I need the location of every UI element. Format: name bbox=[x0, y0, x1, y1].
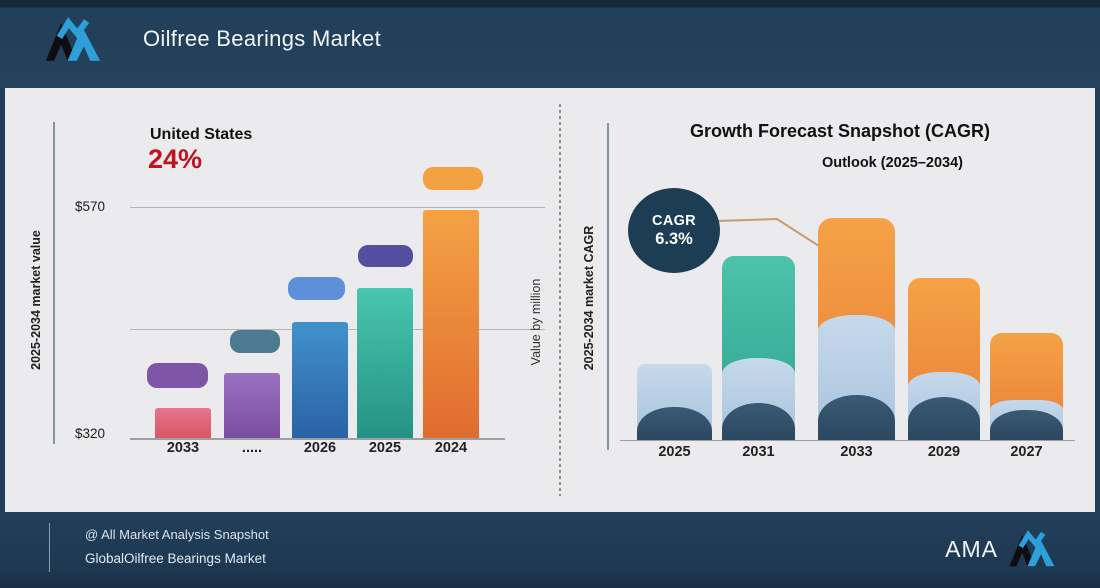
ama-logo-icon bbox=[45, 17, 101, 61]
left-bar-cap-2024 bbox=[423, 167, 483, 190]
right-xlabel-2027: 2027 bbox=[1010, 444, 1043, 460]
charts-panel: 2025-2034 market value United States 24%… bbox=[5, 88, 1095, 512]
right-bar-2033-seg2 bbox=[818, 395, 895, 440]
right-xlabel-2025: 2025 bbox=[658, 444, 691, 460]
value-by-million-label: Value by million bbox=[529, 278, 543, 366]
footer-line2: GlobalOilfree Bearings Market bbox=[85, 551, 266, 566]
footer-brand-text: AMA bbox=[945, 535, 998, 562]
cagr-badge: CAGR 6.3% bbox=[628, 188, 720, 273]
left-xlabel-2024: 2024 bbox=[434, 440, 468, 456]
left-xlabel-.....: ..... bbox=[241, 440, 263, 456]
left-bar-2026 bbox=[292, 322, 348, 438]
right-y-axis-line bbox=[607, 123, 609, 450]
left-x-axis-line bbox=[130, 438, 505, 440]
right-bar-2029-seg2 bbox=[908, 397, 980, 440]
ytick-570: $570 bbox=[74, 199, 105, 214]
footer-line1: @ All Market Analysis Snapshot bbox=[85, 527, 269, 542]
left-chart-country-label: United States bbox=[150, 126, 253, 143]
left-y-axis-title: 2025-2034 market value bbox=[29, 230, 43, 370]
left-xlabel-2033: 2033 bbox=[166, 440, 200, 456]
left-bar-2033 bbox=[155, 408, 211, 438]
right-x-axis-line bbox=[620, 440, 1075, 441]
cagr-badge-value: 6.3% bbox=[655, 229, 693, 248]
right-y-axis-title: 2025-2034 market CAGR bbox=[582, 225, 596, 371]
right-bar-2031-seg2 bbox=[722, 403, 795, 440]
left-bar-cap-2033 bbox=[147, 363, 208, 388]
cagr-badge-label: CAGR bbox=[652, 212, 696, 229]
left-chart-percent-value: 24% bbox=[148, 144, 203, 174]
left-bar-cap-..... bbox=[230, 330, 280, 353]
left-bar-cap-2026 bbox=[288, 277, 345, 300]
right-chart-title: Growth Forecast Snapshot (CAGR) bbox=[689, 121, 990, 141]
right-xlabel-2029: 2029 bbox=[927, 444, 961, 460]
left-xlabel-2026: 2026 bbox=[303, 440, 337, 456]
left-bar-2024 bbox=[423, 210, 479, 438]
footer-divider bbox=[49, 523, 50, 572]
right-xlabel-2031: 2031 bbox=[742, 444, 775, 460]
footer-ama-logo-icon bbox=[1009, 530, 1055, 567]
right-bar-2027-seg2 bbox=[990, 410, 1063, 440]
right-chart-subtitle: Outlook (2025–2034) bbox=[821, 155, 964, 171]
left-xlabel-2025: 2025 bbox=[368, 440, 402, 456]
left-bar-..... bbox=[224, 373, 280, 438]
left-y-axis-line bbox=[53, 122, 55, 444]
right-bar-2025-seg1 bbox=[637, 407, 712, 440]
page-title: Oilfree Bearings Market bbox=[143, 26, 381, 51]
ytick-320: $320 bbox=[74, 426, 105, 441]
panel-divider bbox=[559, 104, 561, 496]
right-xlabel-2033: 2033 bbox=[840, 444, 873, 460]
footer-brand: AMA bbox=[945, 530, 1056, 568]
left-bar-cap-2025 bbox=[358, 245, 413, 267]
header-bar: Oilfree Bearings Market bbox=[0, 0, 1100, 88]
left-bar-2025 bbox=[357, 288, 413, 438]
footer-bar: @ All Market Analysis Snapshot GlobalOil… bbox=[0, 512, 1100, 588]
gridline-570 bbox=[130, 207, 545, 208]
